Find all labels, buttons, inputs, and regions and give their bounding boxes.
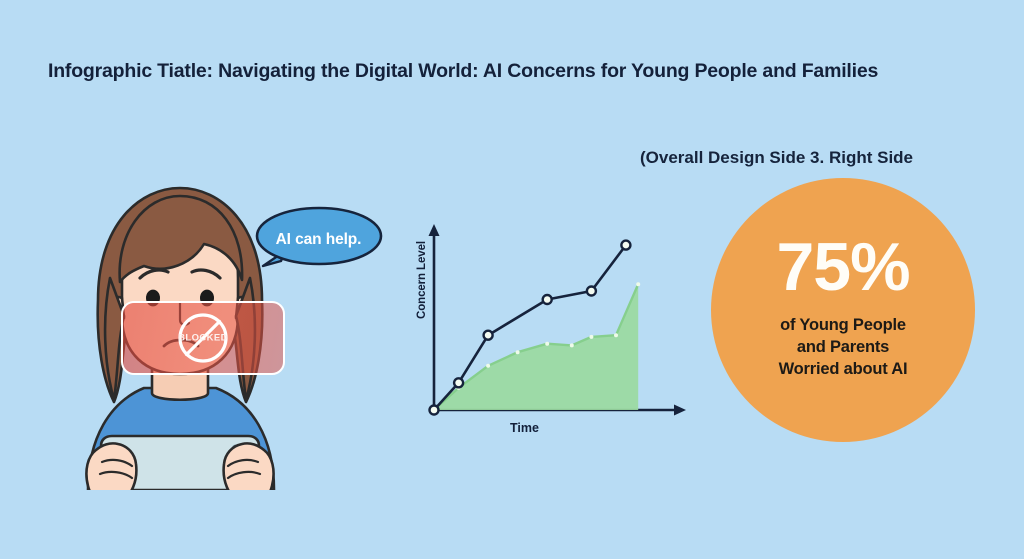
prohibition-icon: [176, 311, 230, 365]
speech-bubble: AI can help.: [253, 205, 384, 273]
chart-data-point: [620, 239, 632, 251]
chart-area-point: [515, 350, 520, 355]
chart-area-series: [432, 282, 641, 412]
chart-area-point: [636, 282, 641, 287]
chart-data-point: [452, 377, 465, 389]
speech-bubble-text: AI can help.: [275, 231, 362, 248]
chart-area-point: [589, 334, 594, 339]
chart-x-axis-label: Time: [510, 421, 539, 435]
speech-bubble-icon: [255, 206, 383, 268]
chart-area-point: [545, 341, 550, 346]
concern-level-chart: Concern Level Time: [392, 218, 692, 443]
chart-area-point: [569, 343, 574, 348]
blocked-overlay-panel: BLOCKED: [121, 301, 285, 375]
chart-data-point: [482, 329, 494, 341]
chart-data-point: [541, 293, 553, 306]
chart-area-point: [614, 333, 618, 338]
chart-area-point: [486, 363, 491, 368]
page-title: Infographic Tiatle: Navigating the Digit…: [48, 60, 879, 82]
chart-data-point: [585, 285, 598, 297]
chart-plot-area: [428, 224, 686, 416]
right-side-caption: (Overall Design Side 3. Right Side: [640, 148, 914, 167]
stat-value: 75%: [776, 229, 910, 306]
chart-line-series: [428, 239, 632, 416]
stat-description: of Young People and Parents Worried about …: [778, 316, 908, 378]
chart-y-axis-label: Concern Level: [416, 241, 428, 319]
stat-circle: 75% of Young People and Parents Worried ab…: [711, 178, 975, 442]
chart-data-point: [428, 404, 440, 416]
